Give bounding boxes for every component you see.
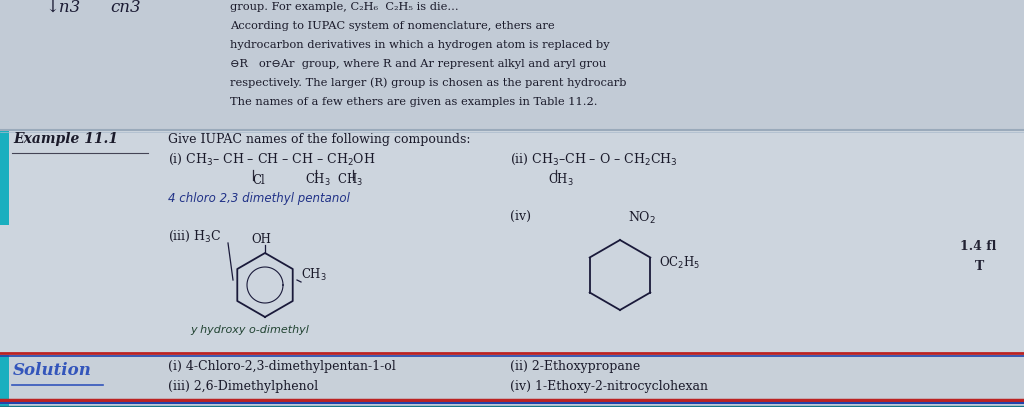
Text: CH$_3$  CH$_3$: CH$_3$ CH$_3$ xyxy=(305,172,364,188)
Text: cn3: cn3 xyxy=(110,0,140,16)
Text: hydrocarbon derivatives in which a hydrogen atom is replaced by: hydrocarbon derivatives in which a hydro… xyxy=(230,40,609,50)
Text: (ii) 2-Ethoxypropane: (ii) 2-Ethoxypropane xyxy=(510,360,640,373)
Bar xyxy=(0,0,1024,130)
Text: OH: OH xyxy=(251,233,271,246)
Text: (i) 4-Chloro-2,3-dimethylpentan-1-ol: (i) 4-Chloro-2,3-dimethylpentan-1-ol xyxy=(168,360,395,373)
Text: (iii) H$_3$C: (iii) H$_3$C xyxy=(168,229,221,244)
Bar xyxy=(0,130,1024,355)
Text: NO$_2$: NO$_2$ xyxy=(628,210,656,226)
Text: CH$_3$: CH$_3$ xyxy=(548,172,573,188)
Bar xyxy=(0,355,1024,407)
Bar xyxy=(0,355,9,407)
Text: (iv) 1-Ethoxy-2-nitrocyclohexan: (iv) 1-Ethoxy-2-nitrocyclohexan xyxy=(510,380,708,393)
Text: T: T xyxy=(975,260,984,273)
Text: (i) CH$_3$– CH – CH – CH – CH$_2$OH: (i) CH$_3$– CH – CH – CH – CH$_2$OH xyxy=(168,152,376,167)
Text: 1.4 fl: 1.4 fl xyxy=(961,240,996,253)
Text: (iii) 2,6-Dimethylphenol: (iii) 2,6-Dimethylphenol xyxy=(168,380,318,393)
Text: (ii) CH$_3$–CH – O – CH$_2$CH$_3$: (ii) CH$_3$–CH – O – CH$_2$CH$_3$ xyxy=(510,152,678,167)
Text: ↓n3: ↓n3 xyxy=(45,0,80,16)
Text: ⊖R   or⊖Ar  group, where R and Ar represent alkyl and aryl grou: ⊖R or⊖Ar group, where R and Ar represent… xyxy=(230,59,606,69)
Text: According to IUPAC system of nomenclature, ethers are: According to IUPAC system of nomenclatur… xyxy=(230,21,555,31)
Text: 4 chloro 2,3 dimethyl pentanol: 4 chloro 2,3 dimethyl pentanol xyxy=(168,192,350,205)
Text: The names of a few ethers are given as examples in Table 11.2.: The names of a few ethers are given as e… xyxy=(230,97,597,107)
Text: group. For example, C₂H₆  C₂H₅ is die...: group. For example, C₂H₆ C₂H₅ is die... xyxy=(230,2,459,12)
Text: Cl: Cl xyxy=(252,174,265,187)
Text: y hydroxy o-dimethyl: y hydroxy o-dimethyl xyxy=(190,325,309,335)
Text: (iv): (iv) xyxy=(510,210,531,223)
Text: OC$_2$H$_5$: OC$_2$H$_5$ xyxy=(659,255,700,271)
Text: Give IUPAC names of the following compounds:: Give IUPAC names of the following compou… xyxy=(168,133,470,146)
Text: respectively. The larger (R) group is chosen as the parent hydrocarb: respectively. The larger (R) group is ch… xyxy=(230,77,627,88)
Text: Example 11.1: Example 11.1 xyxy=(13,132,118,146)
Bar xyxy=(0,130,9,225)
Text: CH$_3$: CH$_3$ xyxy=(301,267,327,283)
Text: Solution: Solution xyxy=(13,362,92,379)
